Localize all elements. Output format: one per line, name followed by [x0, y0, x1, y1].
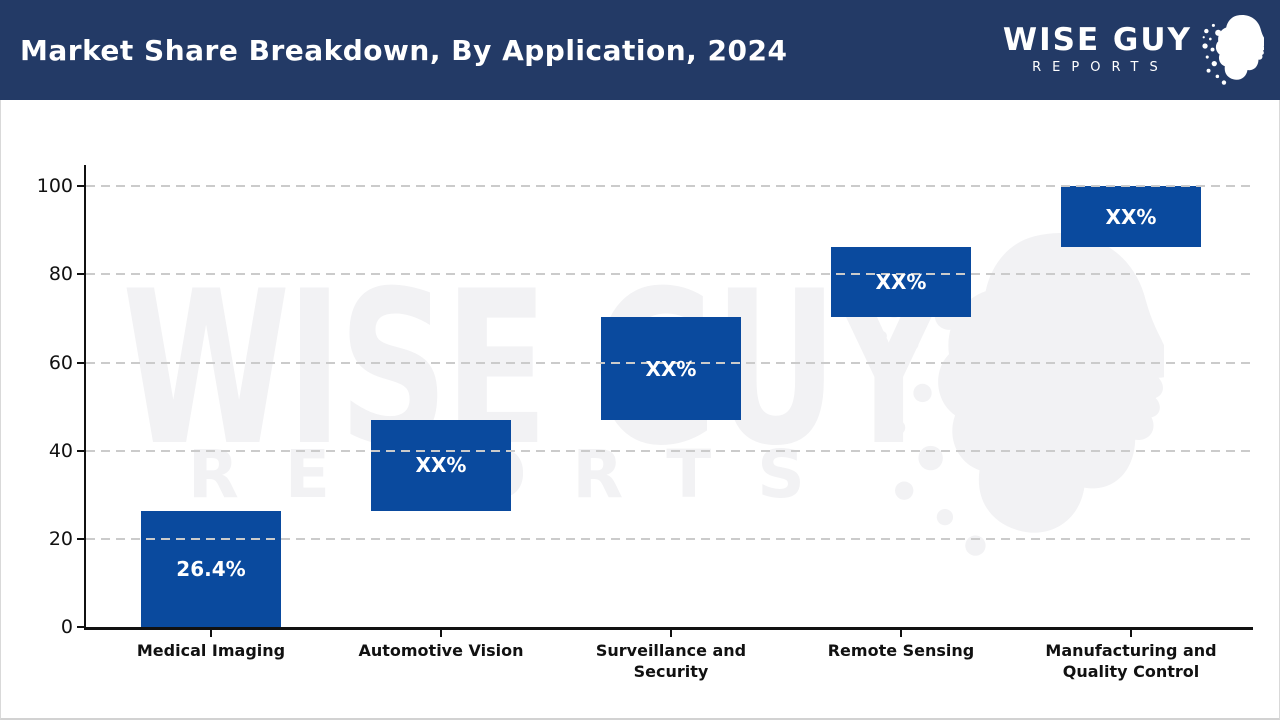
bar-value-label: XX%: [1105, 204, 1157, 229]
x-axis-label-surveillance-and-security: Surveillance and Security: [595, 641, 747, 681]
wise-guy-face-icon: [1198, 12, 1264, 88]
y-axis-label: 100: [36, 175, 73, 198]
gridline-60: [86, 361, 1253, 364]
bar-value-label: XX%: [645, 356, 697, 381]
watermark-text: WISE GUY: [122, 245, 944, 492]
header-bar: Market Share Breakdown, By Application, …: [0, 0, 1280, 100]
logo-sub: REPORTS: [1032, 60, 1169, 75]
y-axis-tick: [77, 626, 84, 628]
x-axis-tick: [440, 630, 442, 637]
logo-name: WISE GUY: [1002, 22, 1192, 58]
y-axis-label: 20: [48, 527, 73, 550]
bar-value-label: XX%: [875, 270, 927, 295]
wise-guy-logo: WISE GUY REPORTS: [1003, 12, 1280, 88]
bar-value-label: XX%: [415, 453, 467, 478]
y-axis-tick: [77, 537, 84, 540]
x-axis-tick: [1130, 630, 1132, 637]
y-axis-label: 0: [60, 616, 73, 638]
x-axis-label-automotive-vision: Automotive Vision: [358, 641, 524, 660]
y-axis-label: 60: [48, 351, 73, 374]
x-axis-tick: [670, 630, 672, 637]
gridline-20: [86, 537, 1253, 540]
y-axis-tick: [77, 449, 84, 452]
gridline-100: [86, 185, 1253, 188]
x-axis-label-manufacturing-and-quality-control: Manufacturing and Quality Control: [1045, 641, 1217, 681]
x-axis-tick: [210, 630, 212, 637]
y-axis-line: [84, 165, 86, 627]
bar-remote-sensing: [831, 247, 971, 318]
x-axis-label-remote-sensing: Remote Sensing: [827, 641, 975, 660]
y-axis-tick: [77, 361, 84, 364]
x-axis-tick: [900, 630, 902, 637]
y-axis-label: 80: [48, 263, 73, 286]
bar-value-label: 26.4%: [176, 556, 246, 581]
gridline-40: [86, 449, 1253, 452]
y-axis-tick: [77, 273, 84, 276]
x-axis-label-medical-imaging: Medical Imaging: [136, 641, 286, 660]
bar-manufacturing-and-quality-control: [1061, 186, 1201, 248]
bar-automotive-vision: [371, 419, 511, 511]
gridline-80: [86, 273, 1253, 276]
page-title: Market Share Breakdown, By Application, …: [20, 33, 788, 67]
bar-medical-imaging: [141, 510, 281, 627]
y-axis-label: 40: [48, 439, 73, 462]
x-axis-line: [84, 627, 1253, 630]
y-axis-tick: [77, 185, 84, 188]
bar-surveillance-and-security: [601, 317, 741, 420]
logo-text: WISE GUY REPORTS: [1002, 22, 1192, 76]
